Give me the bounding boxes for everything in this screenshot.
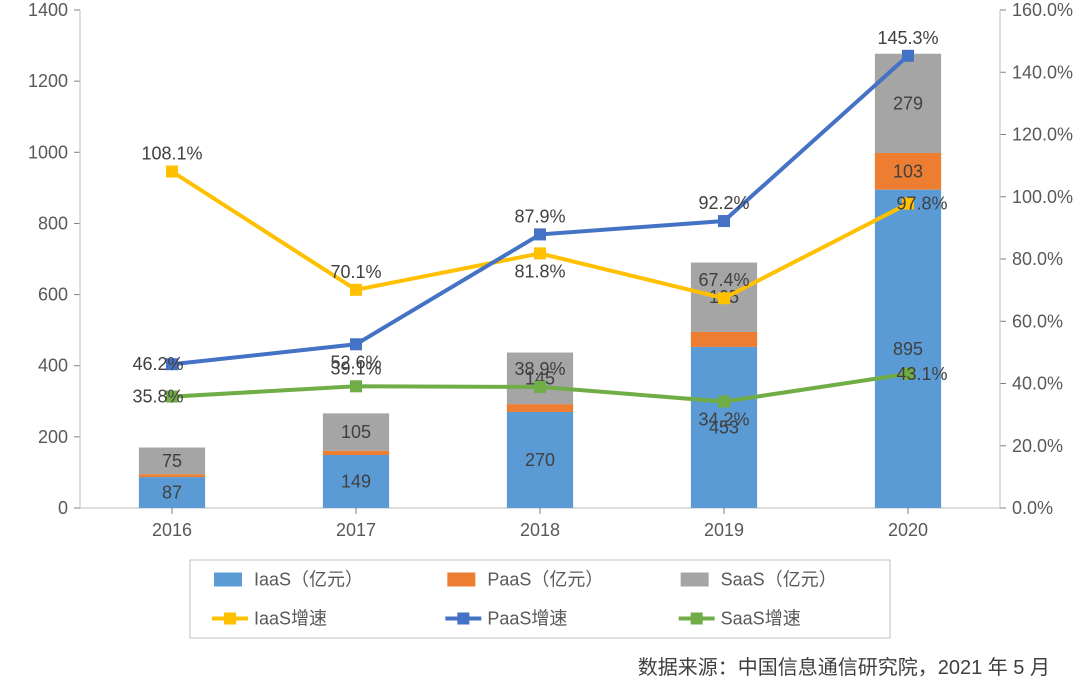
- bar-value-label: 895: [893, 339, 923, 359]
- y-left-tick-label: 400: [38, 356, 68, 376]
- bar-value-label: 279: [893, 93, 923, 113]
- line-marker: [534, 381, 546, 393]
- line-value-label: 34.2%: [698, 410, 749, 430]
- y-right-tick-label: 20.0%: [1012, 436, 1063, 456]
- line-value-label: 38.9%: [514, 359, 565, 379]
- legend-swatch: [681, 573, 709, 587]
- line-value-label: 81.8%: [514, 261, 565, 281]
- y-left-tick-label: 200: [38, 427, 68, 447]
- y-right-tick-label: 60.0%: [1012, 311, 1063, 331]
- line-value-label: 108.1%: [141, 144, 202, 164]
- legend-label: SaaS增速: [721, 609, 801, 629]
- y-left-tick-label: 1000: [28, 142, 68, 162]
- combo-chart: 0 200 400 600 800 1000 1200 1400 0.0% 20.0% 40.0% 6…: [0, 0, 1080, 692]
- chart-container: 0 200 400 600 800 1000 1200 1400 0.0% 20.0% 40.0% 6…: [0, 0, 1080, 692]
- y-left-tick-label: 600: [38, 285, 68, 305]
- line-value-label: 67.4%: [698, 270, 749, 290]
- bar-value-label: 149: [341, 471, 371, 491]
- line-value-label: 92.2%: [698, 193, 749, 213]
- legend-marker: [457, 613, 469, 625]
- x-tick-label: 2016: [152, 520, 192, 540]
- line-marker: [718, 292, 730, 304]
- legend-label: IaaS增速: [254, 609, 327, 629]
- bar-value-label: 270: [525, 450, 555, 470]
- bar-value-label: 105: [341, 422, 371, 442]
- legend-label: PaaS增速: [487, 609, 567, 629]
- legend-marker: [691, 613, 703, 625]
- y-right-tick-label: 140.0%: [1012, 62, 1073, 82]
- bar-segment: [691, 332, 757, 347]
- legend-label: IaaS（亿元）: [254, 570, 363, 590]
- x-tick-label: 2019: [704, 520, 744, 540]
- y-right-tick-label: 0.0%: [1012, 498, 1053, 518]
- bar-value-label: 103: [893, 161, 923, 181]
- y-left-tick-label: 800: [38, 213, 68, 233]
- line-marker: [350, 380, 362, 392]
- line-value-label: 46.2%: [132, 354, 183, 374]
- y-left-tick-label: 0: [58, 498, 68, 518]
- y-right-tick-label: 80.0%: [1012, 249, 1063, 269]
- line-value-label: 87.9%: [514, 206, 565, 226]
- y-right-tick-label: 120.0%: [1012, 125, 1073, 145]
- legend-label: PaaS（亿元）: [487, 570, 603, 590]
- x-tick-label: 2017: [336, 520, 376, 540]
- y-left-tick-label: 1400: [28, 0, 68, 20]
- line-value-label: 43.1%: [896, 364, 947, 384]
- x-tick-label: 2018: [520, 520, 560, 540]
- y-right-tick-label: 40.0%: [1012, 374, 1063, 394]
- source-label: 数据来源：中国信息通信研究院，2021 年 5 月: [638, 656, 1050, 679]
- line-value-label: 97.8%: [896, 194, 947, 214]
- line-value-label: 39.1%: [330, 358, 381, 378]
- bar-value-label: 87: [162, 483, 182, 503]
- line-marker: [166, 166, 178, 178]
- legend-swatch: [447, 573, 475, 587]
- line-marker: [534, 228, 546, 240]
- legend-marker: [224, 613, 236, 625]
- y-right-tick-label: 160.0%: [1012, 0, 1073, 20]
- legend-label: SaaS（亿元）: [721, 570, 837, 590]
- line-marker: [350, 284, 362, 296]
- line-marker: [534, 247, 546, 259]
- line-marker: [718, 396, 730, 408]
- line-value-label: 145.3%: [877, 28, 938, 48]
- legend-swatch: [214, 573, 242, 587]
- line-value-label: 70.1%: [330, 262, 381, 282]
- line-marker: [718, 215, 730, 227]
- bar-value-label: 75: [162, 451, 182, 471]
- line-value-label: 35.8%: [132, 387, 183, 407]
- line-marker: [902, 50, 914, 62]
- y-left-tick-label: 1200: [28, 71, 68, 91]
- line-marker: [350, 338, 362, 350]
- y-right-tick-label: 100.0%: [1012, 187, 1073, 207]
- x-tick-label: 2020: [888, 520, 928, 540]
